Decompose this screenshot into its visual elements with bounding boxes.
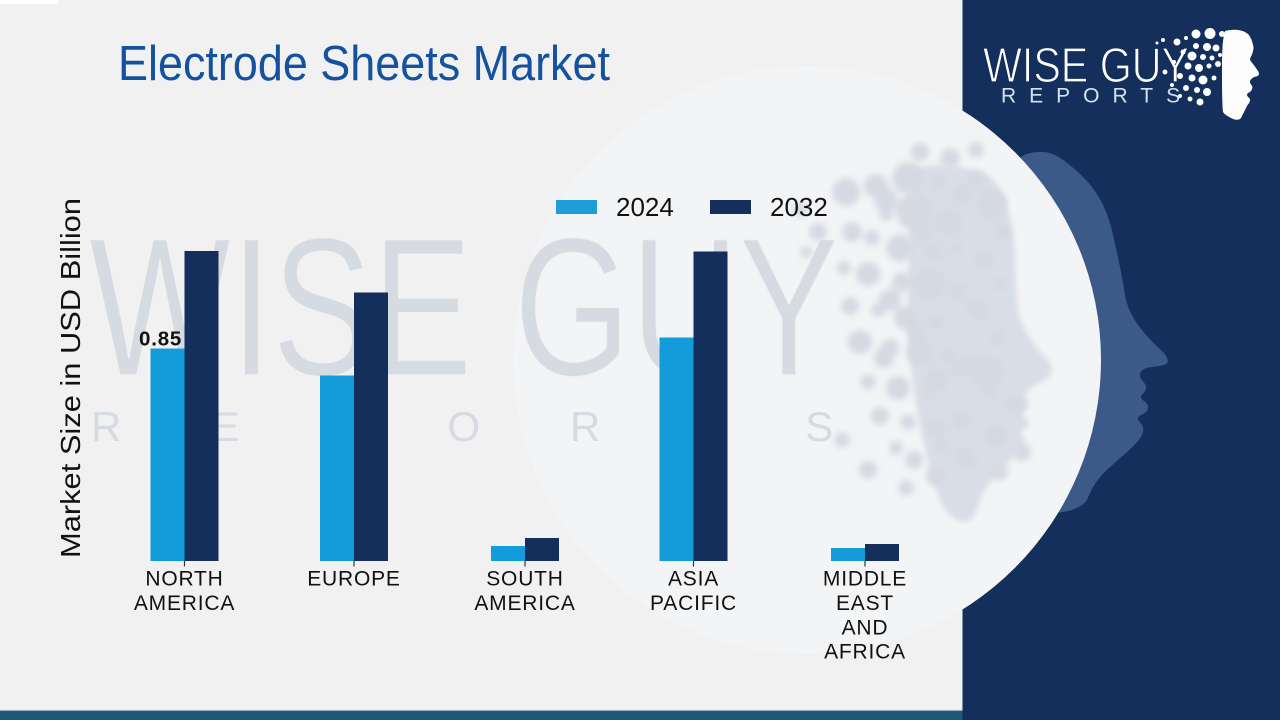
svg-text:0.85: 0.85 (139, 328, 182, 351)
svg-text:EUROPE: EUROPE (307, 568, 401, 591)
svg-text:NORTH: NORTH (145, 568, 223, 591)
svg-text:PACIFIC: PACIFIC (650, 592, 737, 615)
svg-text:2024: 2024 (616, 192, 674, 222)
svg-text:2032: 2032 (770, 192, 828, 222)
svg-text:AMERICA: AMERICA (474, 592, 575, 615)
svg-text:AFRICA: AFRICA (824, 641, 906, 664)
svg-text:WISE GUY: WISE GUY (983, 39, 1189, 93)
svg-text:ASIA: ASIA (668, 568, 719, 591)
svg-text:REPORTS: REPORTS (1001, 85, 1193, 108)
svg-text:Market Size in USD Billion: Market Size in USD Billion (55, 198, 86, 558)
svg-text:AMERICA: AMERICA (134, 592, 235, 615)
svg-text:SOUTH: SOUTH (486, 568, 564, 591)
svg-text:Electrode Sheets Market: Electrode Sheets Market (118, 37, 610, 91)
svg-text:MIDDLE: MIDDLE (823, 568, 907, 591)
svg-text:EAST: EAST (836, 592, 894, 615)
svg-text:AND: AND (842, 616, 889, 639)
